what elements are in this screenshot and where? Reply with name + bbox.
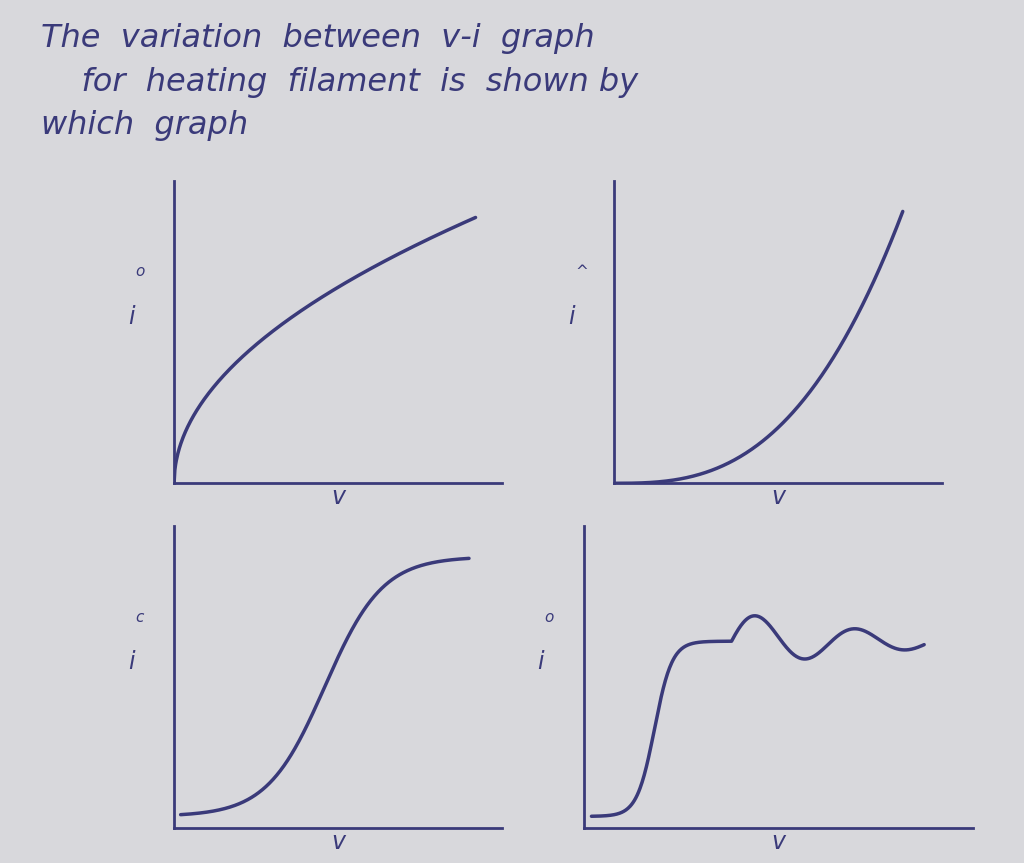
Text: for  heating  filament  is  shown by: for heating filament is shown by <box>41 66 638 98</box>
X-axis label: v: v <box>331 485 345 508</box>
Text: o: o <box>135 264 144 280</box>
Text: ^: ^ <box>575 264 588 280</box>
X-axis label: v: v <box>331 830 345 854</box>
X-axis label: v: v <box>771 485 785 508</box>
Text: c: c <box>135 609 143 625</box>
Text: which  graph: which graph <box>41 110 248 141</box>
X-axis label: v: v <box>771 830 785 854</box>
Text: i: i <box>128 306 134 329</box>
Text: o: o <box>545 609 554 625</box>
Text: i: i <box>538 651 544 674</box>
Text: The  variation  between  v-i  graph: The variation between v-i graph <box>41 23 595 54</box>
Text: i: i <box>568 306 574 329</box>
Text: i: i <box>128 651 134 674</box>
